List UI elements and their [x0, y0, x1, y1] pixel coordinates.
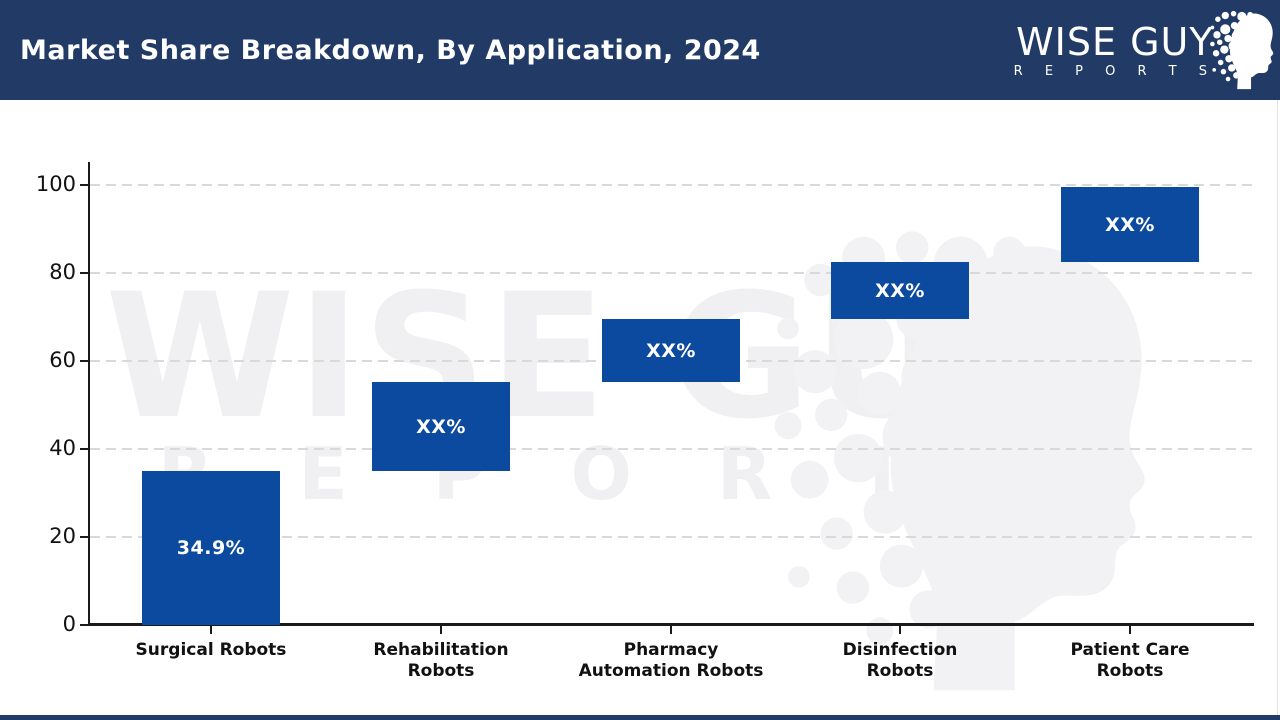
x-category-label-line: Rehabilitation [373, 640, 509, 660]
x-category-label-line: Surgical Robots [135, 640, 287, 660]
logo-wordmark: WISE GUY [1016, 19, 1214, 64]
bar-value-label: 34.9% [176, 537, 246, 559]
x-category-label-patient-care-robots: Patient Care Robots [1010, 640, 1250, 682]
bar-value-label: XX% [875, 279, 925, 302]
x-tick-pharmacy-automation-robots [670, 626, 672, 634]
logo-text: WISE GUY R E P O R T S [1014, 22, 1216, 79]
y-tick-80 [80, 272, 89, 274]
x-tick-patient-care-robots [1129, 626, 1131, 634]
bar-value-label: XX% [416, 415, 466, 438]
gridline-80 [90, 272, 1253, 274]
x-category-label-line: Robots [1096, 661, 1164, 681]
x-category-label-rehabilitation-robots: Rehabilitation Robots [321, 640, 561, 682]
bar-patient-care-robots: XX% [1061, 187, 1199, 262]
y-tick-20 [80, 536, 89, 538]
gridline-20 [90, 536, 1253, 538]
y-tick-label-40: 40 [49, 436, 76, 460]
y-tick-label-80: 80 [49, 260, 76, 284]
y-tick-60 [80, 360, 89, 362]
right-border-line [1277, 100, 1278, 715]
header-bar: Market Share Breakdown, By Application, … [0, 0, 1280, 100]
gridline-100 [90, 184, 1253, 186]
bar-value-label: XX% [1105, 213, 1155, 236]
x-category-label-line: Patient Care [1070, 640, 1190, 660]
x-category-label-surgical-robots: Surgical Robots [91, 640, 331, 661]
bar-value-label: XX% [646, 339, 696, 362]
x-category-label-line: Disinfection [842, 640, 958, 660]
x-category-label-line: Robots [407, 661, 475, 681]
y-tick-label-100: 100 [35, 172, 76, 196]
x-axis-line [88, 623, 1254, 626]
x-category-label-line: Robots [866, 661, 934, 681]
page-title: Market Share Breakdown, By Application, … [20, 34, 761, 66]
y-tick-0 [80, 624, 89, 626]
y-tick-100 [80, 184, 89, 186]
x-category-label-disinfection-robots: Disinfection Robots [780, 640, 1020, 682]
footer-bar [0, 715, 1280, 720]
bar-pharmacy-automation-robots: XX% [602, 319, 740, 382]
x-tick-disinfection-robots [899, 626, 901, 634]
x-category-label-line: Pharmacy [623, 640, 719, 660]
gridline-40 [90, 448, 1253, 450]
bar-surgical-robots: 34.9% [142, 471, 280, 625]
y-tick-40 [80, 448, 89, 450]
y-tick-label-20: 20 [49, 524, 76, 548]
bar-rehabilitation-robots: XX% [372, 382, 510, 471]
wise-guy-logo: WISE GUY R E P O R T S [1014, 0, 1276, 100]
bar-disinfection-robots: XX% [831, 262, 969, 319]
y-axis-line [88, 162, 90, 626]
x-tick-surgical-robots [210, 626, 212, 634]
x-category-label-pharmacy-automation-robots: Pharmacy Automation Robots [551, 640, 791, 682]
y-tick-label-60: 60 [49, 348, 76, 372]
x-tick-rehabilitation-robots [440, 626, 442, 634]
logo-reports-text: R E P O R T S [1013, 63, 1216, 79]
x-category-label-line: Automation Robots [578, 661, 764, 681]
y-tick-label-0: 0 [62, 612, 76, 636]
